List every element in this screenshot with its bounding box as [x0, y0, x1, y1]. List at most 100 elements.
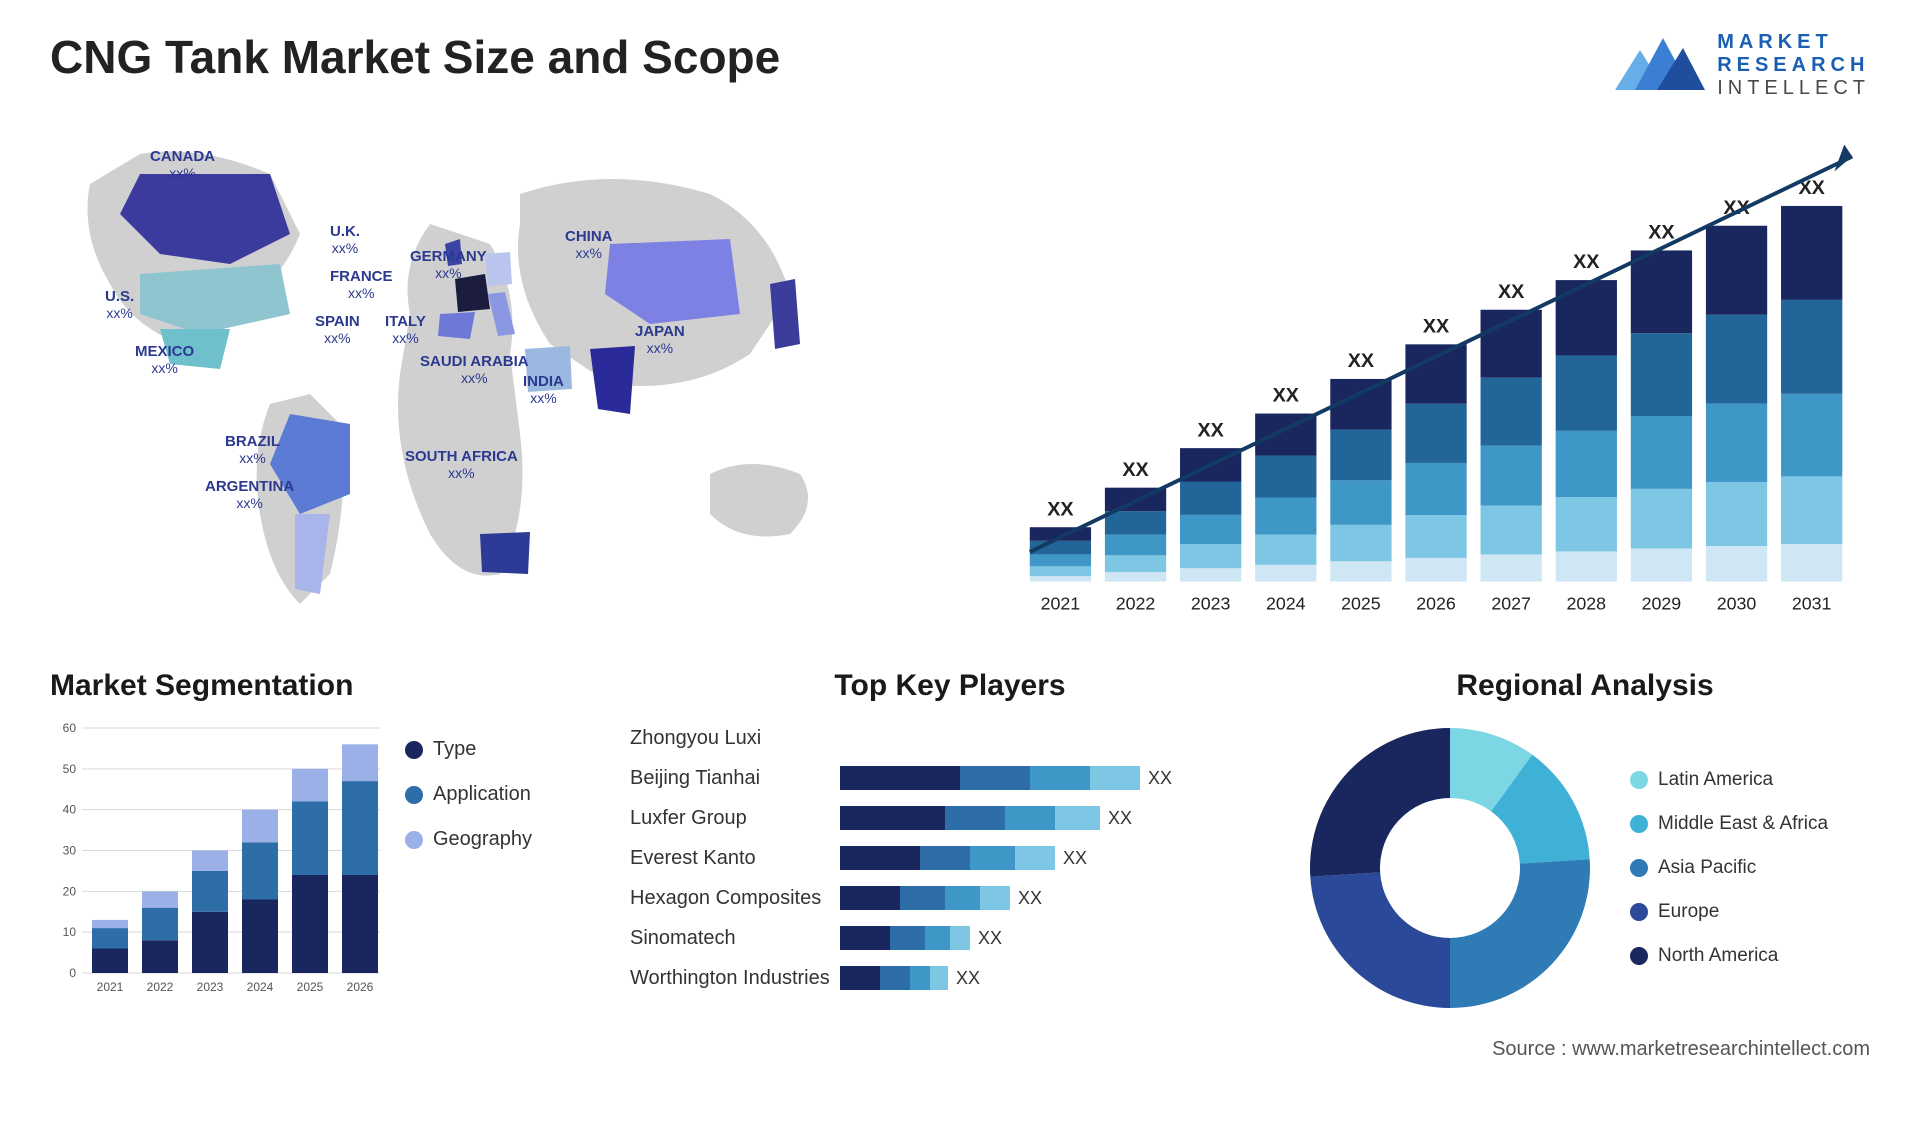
- map-label-italy: ITALYxx%: [385, 314, 426, 346]
- map-label-brazil: BRAZILxx%: [225, 434, 280, 466]
- logo-line2: RESEARCH: [1717, 54, 1870, 77]
- player-name: Beijing Tianhai: [630, 767, 840, 790]
- player-name: Hexagon Composites: [630, 887, 840, 910]
- svg-text:XX: XX: [1197, 419, 1224, 441]
- logo-line1: MARKET: [1717, 31, 1870, 54]
- svg-text:2022: 2022: [1116, 593, 1156, 613]
- logo-line3: INTELLECT: [1717, 77, 1870, 100]
- segmentation-legend-item: Application: [405, 783, 532, 806]
- forecast-bar-chart: XX 2021 XX 2022 XX 2023 XX 2024 XX 2025 XX 2026 XX 20…: [1010, 114, 1870, 634]
- page-title: CNG Tank Market Size and Scope: [50, 30, 780, 84]
- player-name: Zhongyou Luxi: [630, 727, 840, 750]
- segmentation-panel: Market Segmentation 0 10 20 30 40 50 60 2021 202…: [50, 669, 600, 1018]
- player-bar: [840, 966, 948, 990]
- map-label-canada: CANADAxx%: [150, 149, 215, 181]
- map-label-mexico: MEXICOxx%: [135, 344, 194, 376]
- player-value: XX: [978, 928, 1002, 949]
- map-label-saudi-arabia: SAUDI ARABIAxx%: [420, 354, 529, 386]
- svg-text:20: 20: [63, 884, 77, 898]
- player-row: Sinomatech XX: [630, 918, 1270, 958]
- svg-text:60: 60: [63, 721, 77, 735]
- region-legend-item: Asia Pacific: [1630, 857, 1828, 879]
- svg-text:50: 50: [63, 762, 77, 776]
- player-name: Sinomatech: [630, 927, 840, 950]
- svg-text:2021: 2021: [1041, 593, 1081, 613]
- player-bar: [840, 806, 1100, 830]
- svg-text:2028: 2028: [1567, 593, 1607, 613]
- svg-text:2026: 2026: [1416, 593, 1456, 613]
- svg-text:2027: 2027: [1491, 593, 1531, 613]
- players-title: Top Key Players: [630, 669, 1270, 703]
- logo-icon: [1615, 30, 1705, 100]
- svg-text:2023: 2023: [1191, 593, 1231, 613]
- map-label-germany: GERMANYxx%: [410, 249, 487, 281]
- svg-text:2023: 2023: [197, 980, 224, 994]
- svg-text:XX: XX: [1648, 222, 1675, 244]
- regional-legend: Latin America Middle East & Africa Asia Pa…: [1630, 769, 1828, 967]
- segmentation-title: Market Segmentation: [50, 669, 600, 703]
- player-row: Everest Kanto XX: [630, 838, 1270, 878]
- svg-text:XX: XX: [1498, 281, 1525, 303]
- segmentation-legend: Type Application Geography: [405, 718, 532, 998]
- segmentation-legend-item: Geography: [405, 828, 532, 851]
- svg-text:XX: XX: [1573, 251, 1600, 273]
- forecast-chart-panel: XX 2021 XX 2022 XX 2023 XX 2024 XX 2025 XX 2026 XX 20…: [1010, 114, 1870, 634]
- map-label-china: CHINAxx%: [565, 229, 613, 261]
- regional-panel: Regional Analysis Latin America Middle Ea…: [1300, 669, 1870, 1018]
- svg-text:XX: XX: [1348, 350, 1375, 372]
- map-label-argentina: ARGENTINAxx%: [205, 479, 294, 511]
- regional-donut-chart: [1300, 718, 1600, 1018]
- region-legend-item: Latin America: [1630, 769, 1828, 791]
- segmentation-legend-item: Type: [405, 738, 532, 761]
- world-map-panel: CANADAxx% U.S.xx%MEXICOxx% BRAZILxx% ARGENT…: [50, 114, 970, 634]
- player-row: Luxfer Group XX: [630, 798, 1270, 838]
- player-value: XX: [1018, 888, 1042, 909]
- region-legend-item: Middle East & Africa: [1630, 813, 1828, 835]
- player-name: Everest Kanto: [630, 847, 840, 870]
- player-row: Zhongyou Luxi: [630, 718, 1270, 758]
- player-name: Worthington Industries: [630, 967, 840, 990]
- svg-text:0: 0: [69, 966, 76, 980]
- svg-text:30: 30: [63, 844, 77, 858]
- map-label-u-s-: U.S.xx%: [105, 289, 134, 321]
- svg-text:XX: XX: [1273, 385, 1300, 407]
- player-bar: [840, 926, 970, 950]
- source-label: Source : www.marketresearchintellect.com: [50, 1038, 1870, 1061]
- player-row: Worthington Industries XX: [630, 958, 1270, 998]
- map-label-india: INDIAxx%: [523, 374, 564, 406]
- player-value: XX: [1108, 808, 1132, 829]
- svg-text:2031: 2031: [1792, 593, 1832, 613]
- svg-text:2025: 2025: [1341, 593, 1381, 613]
- svg-text:2025: 2025: [297, 980, 324, 994]
- svg-text:2021: 2021: [97, 980, 124, 994]
- player-value: XX: [1063, 848, 1087, 869]
- map-label-france: FRANCExx%: [330, 269, 393, 301]
- svg-text:2024: 2024: [1266, 593, 1306, 613]
- svg-text:10: 10: [63, 925, 77, 939]
- svg-text:2022: 2022: [147, 980, 174, 994]
- svg-text:2029: 2029: [1642, 593, 1682, 613]
- player-bar: [840, 886, 1010, 910]
- svg-text:2030: 2030: [1717, 593, 1757, 613]
- svg-text:XX: XX: [1423, 315, 1450, 337]
- player-row: Hexagon Composites XX: [630, 878, 1270, 918]
- map-label-spain: SPAINxx%: [315, 314, 360, 346]
- player-value: XX: [956, 968, 980, 989]
- regional-title: Regional Analysis: [1300, 669, 1870, 703]
- player-value: XX: [1148, 768, 1172, 789]
- brand-logo: MARKET RESEARCH INTELLECT: [1615, 30, 1870, 100]
- segmentation-bar-chart: 0102030405060202120222023202420252026: [50, 718, 380, 998]
- svg-text:40: 40: [63, 803, 77, 817]
- player-bar: [840, 846, 1055, 870]
- region-legend-item: North America: [1630, 945, 1828, 967]
- region-legend-item: Europe: [1630, 901, 1828, 923]
- player-name: Luxfer Group: [630, 807, 840, 830]
- svg-text:2024: 2024: [247, 980, 274, 994]
- map-label-south-africa: SOUTH AFRICAxx%: [405, 449, 518, 481]
- map-label-u-k-: U.K.xx%: [330, 224, 360, 256]
- players-list: Zhongyou LuxiBeijing TianhaiXXLuxfer Gro…: [630, 718, 1270, 998]
- players-panel: Top Key Players Zhongyou Luxi Beijing Tia…: [630, 669, 1270, 1018]
- svg-text:XX: XX: [1047, 498, 1074, 520]
- player-bar: [840, 766, 1140, 790]
- map-label-japan: JAPANxx%: [635, 324, 685, 356]
